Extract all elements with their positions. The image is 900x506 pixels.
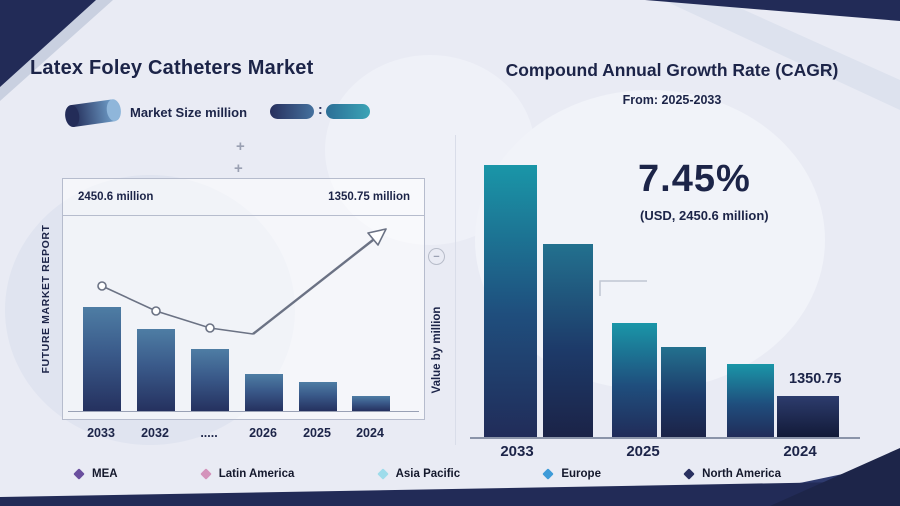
circle-minus-icon: − [428, 248, 445, 265]
market-x-label: 2032 [141, 426, 169, 440]
cagr-bars [470, 150, 860, 439]
cagr-value: 7.45% [638, 158, 751, 200]
cylinder-icon [65, 99, 121, 127]
annotation-left: 2450.6 million [78, 191, 154, 203]
market-bar [137, 329, 175, 411]
pill-decoration [326, 104, 370, 119]
cagr-x-labels: 2033 2025 2024 [470, 443, 860, 463]
cagr-subtitle: From: 2025-2033 [622, 93, 722, 107]
legend-item: Latin America [200, 468, 295, 480]
plus-icon: + [236, 138, 245, 155]
legend-label: Europe [561, 468, 601, 480]
market-bars [63, 215, 424, 419]
cagr-bar [484, 165, 537, 437]
market-bar [352, 396, 390, 411]
cagr-bar [543, 244, 593, 437]
market-x-labels: 2033 2032..... 2026 2025 2024 [62, 426, 425, 442]
legend-marker [376, 468, 389, 480]
annotation-right: 1350.75 million [328, 191, 410, 203]
cagr-annotation: 1350.75 [789, 371, 842, 387]
legend-label: Latin America [218, 468, 295, 480]
market-x-label: 2033 [87, 426, 115, 440]
legend-item: Europe [542, 468, 601, 480]
market-bar [191, 349, 229, 411]
cagr-bar [661, 347, 706, 437]
market-x-label: 2024 [356, 426, 384, 440]
chart-annotations: 2450.6 million 1350.75 million [63, 179, 424, 216]
page-title: Latex Foley Catheters Market [30, 57, 314, 79]
legend-marker [683, 468, 695, 480]
cagr-bar [612, 323, 657, 437]
cagr-title: Compound Annual Growth Rate (CAGR) [505, 60, 839, 80]
cagr-detail: (USD, 2450.6 million) [640, 208, 769, 223]
market-bar [299, 382, 337, 411]
market-x-label: 2026 [249, 426, 277, 440]
x-axis-line [68, 411, 419, 412]
legend-label: North America [702, 468, 781, 480]
cagr-x-label: 2033 [500, 443, 534, 460]
market-size-legend: Market Size million : [62, 94, 392, 134]
legend-marker [73, 468, 85, 480]
market-x-label: ..... [200, 426, 218, 440]
legend-marker [542, 468, 555, 480]
market-bar [83, 307, 121, 411]
legend-marker [200, 468, 212, 480]
cagr-bar [777, 396, 839, 437]
cagr-x-label: 2024 [783, 443, 817, 460]
legend-item: MEA [73, 468, 118, 480]
legend-item: Asia Pacific [376, 468, 461, 480]
minus-glyph: − [433, 250, 440, 263]
pill-separator: : [318, 101, 323, 117]
legend-label: Asia Pacific [395, 468, 461, 480]
legend-item: North America [683, 468, 781, 480]
market-bar [245, 374, 283, 411]
trend-line-arrow [97, 228, 387, 335]
future-market-report-label: FUTURE MARKET REPORT [40, 224, 52, 374]
market-size-label: Market Size million [130, 105, 248, 120]
plus-icon: + [234, 160, 243, 177]
value-by-million-label: Value by million [431, 306, 443, 394]
market-x-label: 2025 [303, 426, 331, 440]
cagr-bar [727, 364, 774, 437]
pill-decoration [270, 104, 314, 119]
cagr-x-label: 2025 [626, 443, 660, 460]
step-decoration [599, 280, 647, 296]
bottom-legend: MEA Latin America Asia Pacific Europe North … [73, 464, 781, 484]
legend-label: MEA [92, 468, 118, 480]
market-size-chart: 2450.6 million 1350.75 million [62, 178, 425, 420]
